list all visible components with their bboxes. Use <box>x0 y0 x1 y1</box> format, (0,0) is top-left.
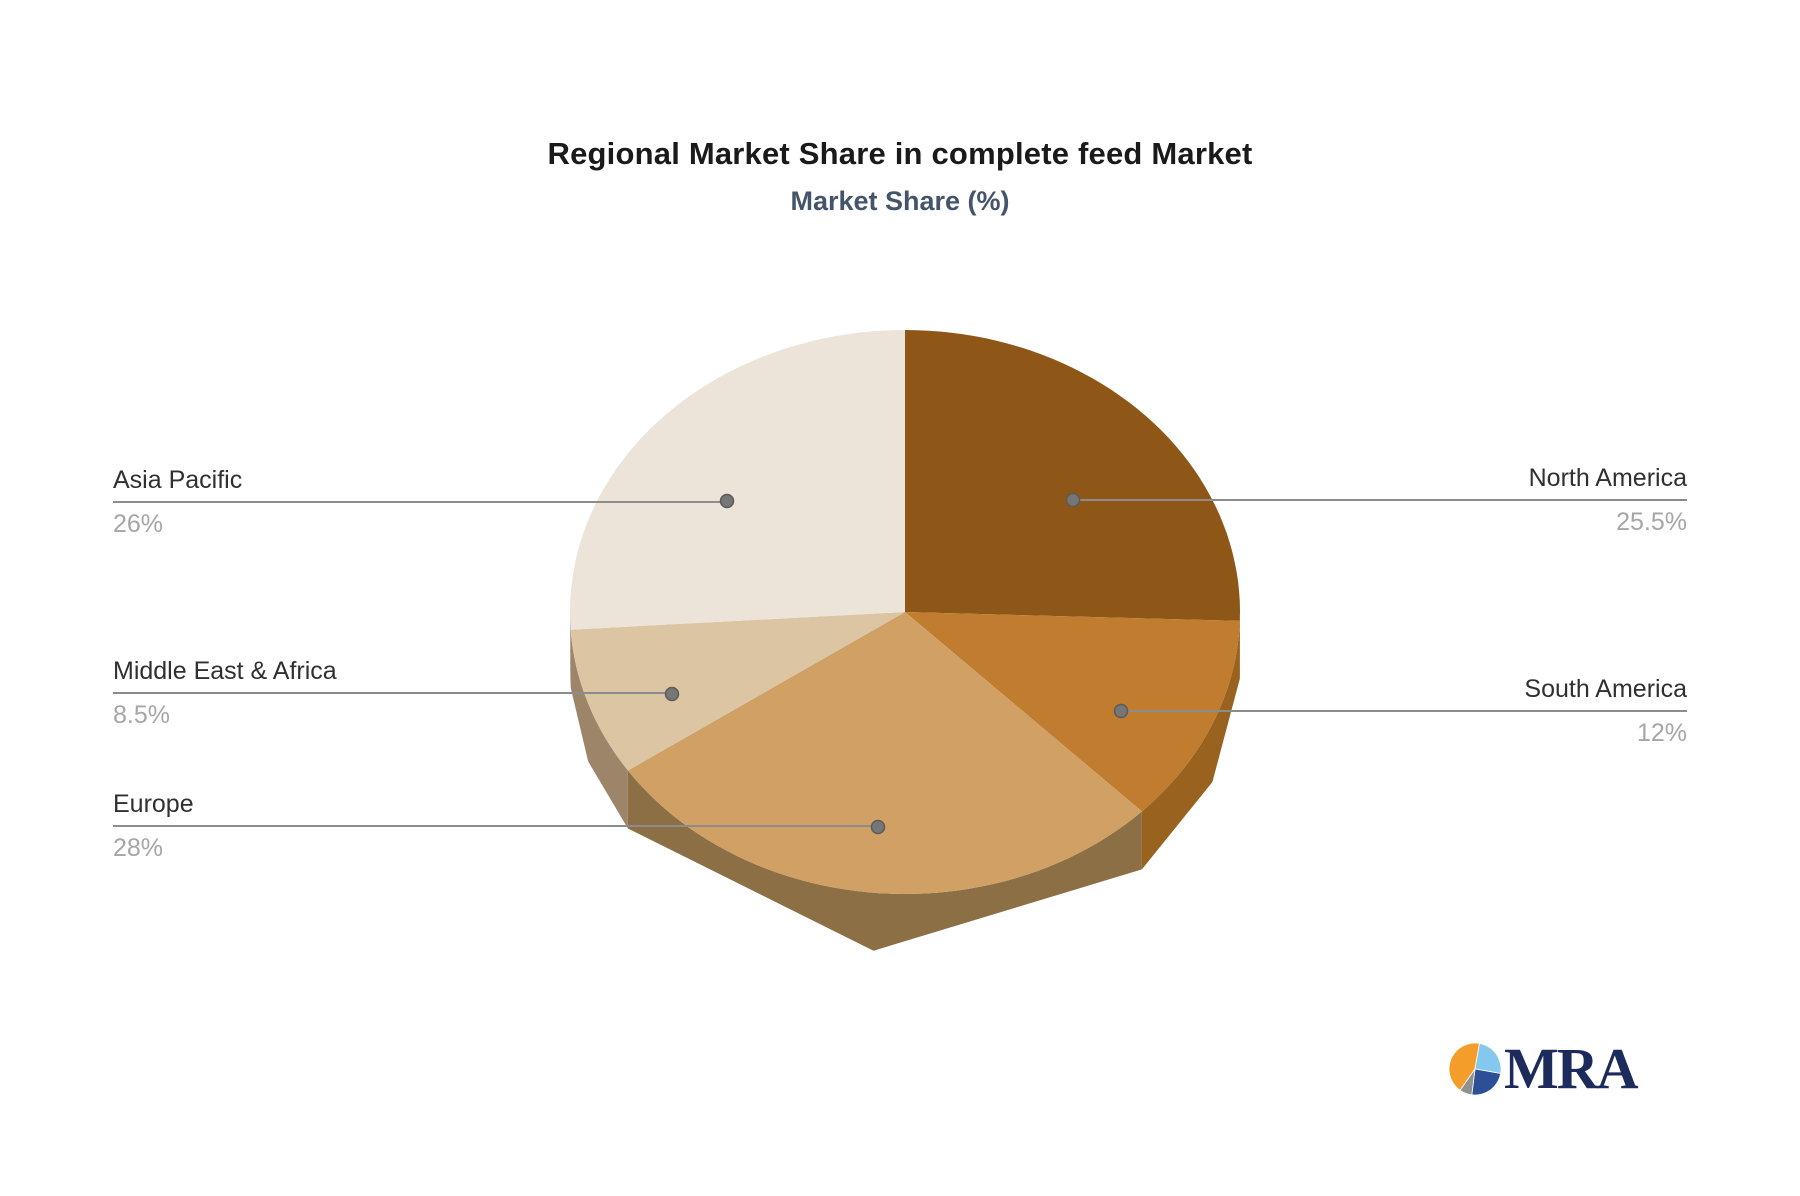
slice-label-middle-east-africa: Middle East & Africa <box>113 657 337 685</box>
logo-text: MRA <box>1504 1036 1639 1101</box>
chart-subtitle: Market Share (%) <box>790 186 1010 216</box>
leader-dot-europe[interactable] <box>870 819 886 835</box>
slice-pct-asia-pacific: 26% <box>113 510 164 538</box>
pie-slice-middle-east-africa[interactable] <box>570 612 905 771</box>
pie-side-south-america <box>1141 620 1240 870</box>
logo-pie-wedge-0 <box>1448 1042 1480 1091</box>
logo-pie-icon <box>1448 1042 1502 1096</box>
pie-slice-south-america[interactable] <box>905 612 1240 812</box>
pie-side-asia-pacific <box>570 612 571 688</box>
slice-label-asia-pacific: Asia Pacific <box>113 466 243 494</box>
slice-pct-middle-east-africa: 8.5% <box>113 701 170 729</box>
leader-dot-south-america[interactable] <box>1113 703 1129 719</box>
pie-slice-north-america[interactable] <box>905 330 1240 621</box>
slice-label-europe: Europe <box>113 790 194 818</box>
slice-pct-north-america: 25.5% <box>1616 508 1687 536</box>
slice-pct-europe: 28% <box>113 834 164 862</box>
logo-pie-wedge-3 <box>1459 1068 1476 1096</box>
pie-side-middle-east-africa <box>570 629 628 829</box>
slice-label-north-america: North America <box>1528 464 1687 492</box>
leader-dot-north-america[interactable] <box>1065 492 1081 508</box>
pie-side-europe <box>627 770 1142 951</box>
pie-slice-europe[interactable] <box>627 612 1142 894</box>
chart-title: Regional Market Share in complete feed M… <box>547 136 1253 171</box>
logo-pie-wedge-1 <box>1474 1042 1502 1074</box>
slice-pct-south-america: 12% <box>1636 719 1687 747</box>
slice-label-south-america: South America <box>1524 675 1687 703</box>
leader-dot-middle-east-africa[interactable] <box>664 686 680 702</box>
pie-slice-asia-pacific[interactable] <box>570 330 905 630</box>
leader-dot-asia-pacific[interactable] <box>719 493 735 509</box>
logo: MRA <box>1448 1036 1639 1101</box>
logo-pie-wedge-2 <box>1471 1068 1502 1096</box>
